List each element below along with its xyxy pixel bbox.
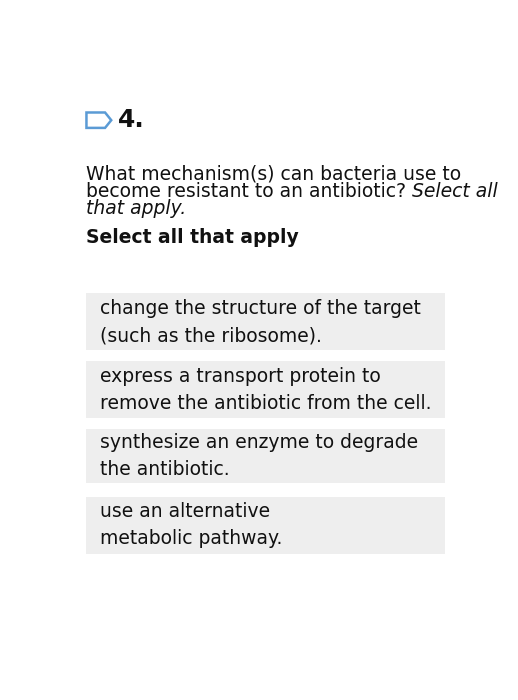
Text: 4.: 4. <box>118 108 144 132</box>
Text: What mechanism(s) can bacteria use to: What mechanism(s) can bacteria use to <box>87 165 462 184</box>
FancyBboxPatch shape <box>87 429 444 483</box>
Text: express a transport protein to
remove the antibiotic from the cell.: express a transport protein to remove th… <box>100 367 432 413</box>
Text: synthesize an enzyme to degrade
the antibiotic.: synthesize an enzyme to degrade the anti… <box>100 433 419 479</box>
FancyBboxPatch shape <box>87 497 444 554</box>
Text: use an alternative
metabolic pathway.: use an alternative metabolic pathway. <box>100 502 283 548</box>
Text: change the structure of the target
(such as the ribosome).: change the structure of the target (such… <box>100 299 421 345</box>
Text: Select all that apply: Select all that apply <box>87 228 299 247</box>
Text: become resistant to an antibiotic?: become resistant to an antibiotic? <box>87 182 412 201</box>
Text: Select all: Select all <box>412 182 498 201</box>
FancyBboxPatch shape <box>87 361 444 418</box>
Text: that apply.: that apply. <box>87 199 186 218</box>
FancyBboxPatch shape <box>87 293 444 351</box>
